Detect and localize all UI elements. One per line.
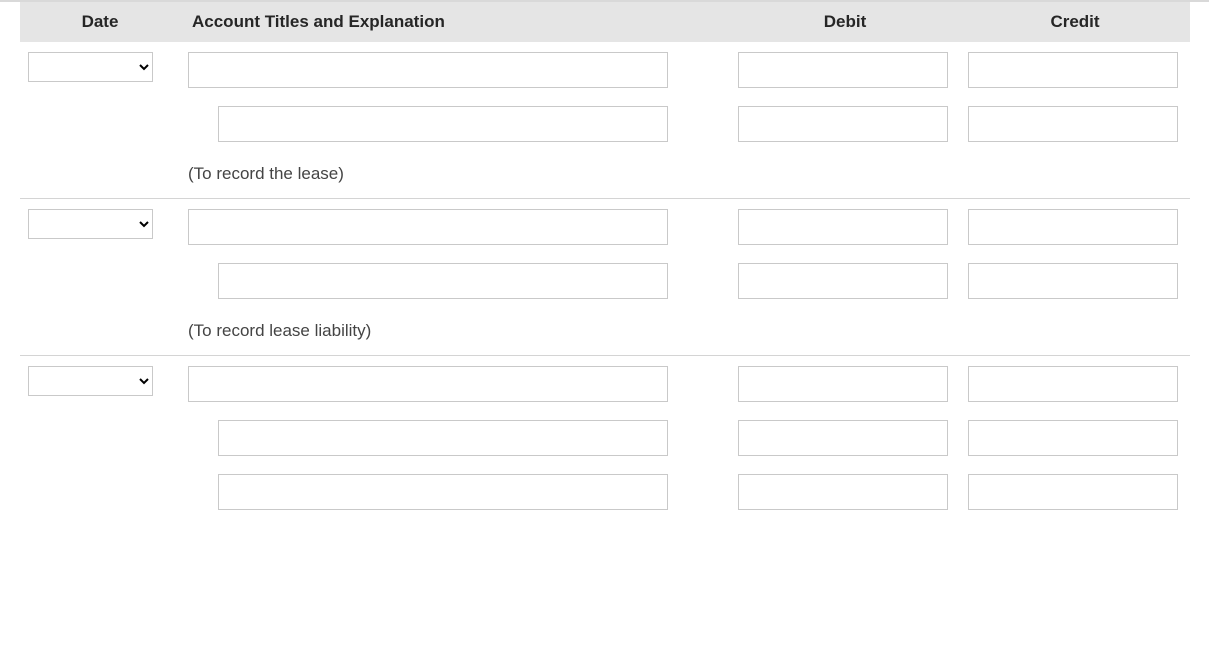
account-input[interactable] — [218, 474, 668, 510]
credit-input[interactable] — [968, 474, 1178, 510]
credit-input[interactable] — [968, 106, 1178, 142]
header-date: Date — [20, 2, 180, 42]
date-select[interactable] — [28, 209, 153, 239]
table-row — [20, 199, 1190, 254]
table-row — [20, 42, 1190, 96]
table-row: (To record the lease) — [20, 150, 1190, 198]
date-select[interactable] — [28, 52, 153, 82]
credit-input[interactable] — [968, 366, 1178, 402]
account-input[interactable] — [188, 209, 668, 245]
explanation-text: (To record lease liability) — [180, 307, 730, 355]
table-row — [20, 464, 1190, 518]
account-input[interactable] — [218, 263, 668, 299]
table-row — [20, 410, 1190, 464]
credit-input[interactable] — [968, 52, 1178, 88]
credit-input[interactable] — [968, 263, 1178, 299]
account-input[interactable] — [218, 420, 668, 456]
date-select[interactable] — [28, 366, 153, 396]
debit-input[interactable] — [738, 106, 948, 142]
credit-input[interactable] — [968, 420, 1178, 456]
journal-entry-panel: Date Account Titles and Explanation Debi… — [0, 0, 1209, 518]
header-credit: Credit — [960, 2, 1190, 42]
header-debit: Debit — [730, 2, 960, 42]
table-row — [20, 253, 1190, 307]
journal-table: Date Account Titles and Explanation Debi… — [20, 2, 1190, 518]
debit-input[interactable] — [738, 263, 948, 299]
header-account: Account Titles and Explanation — [180, 2, 730, 42]
table-row: (To record lease liability) — [20, 307, 1190, 355]
debit-input[interactable] — [738, 366, 948, 402]
table-row — [20, 96, 1190, 150]
debit-input[interactable] — [738, 52, 948, 88]
account-input[interactable] — [188, 366, 668, 402]
account-input[interactable] — [188, 52, 668, 88]
account-input[interactable] — [218, 106, 668, 142]
credit-input[interactable] — [968, 209, 1178, 245]
debit-input[interactable] — [738, 420, 948, 456]
debit-input[interactable] — [738, 209, 948, 245]
explanation-text: (To record the lease) — [180, 150, 730, 198]
debit-input[interactable] — [738, 474, 948, 510]
header-row: Date Account Titles and Explanation Debi… — [20, 2, 1190, 42]
table-row — [20, 356, 1190, 411]
